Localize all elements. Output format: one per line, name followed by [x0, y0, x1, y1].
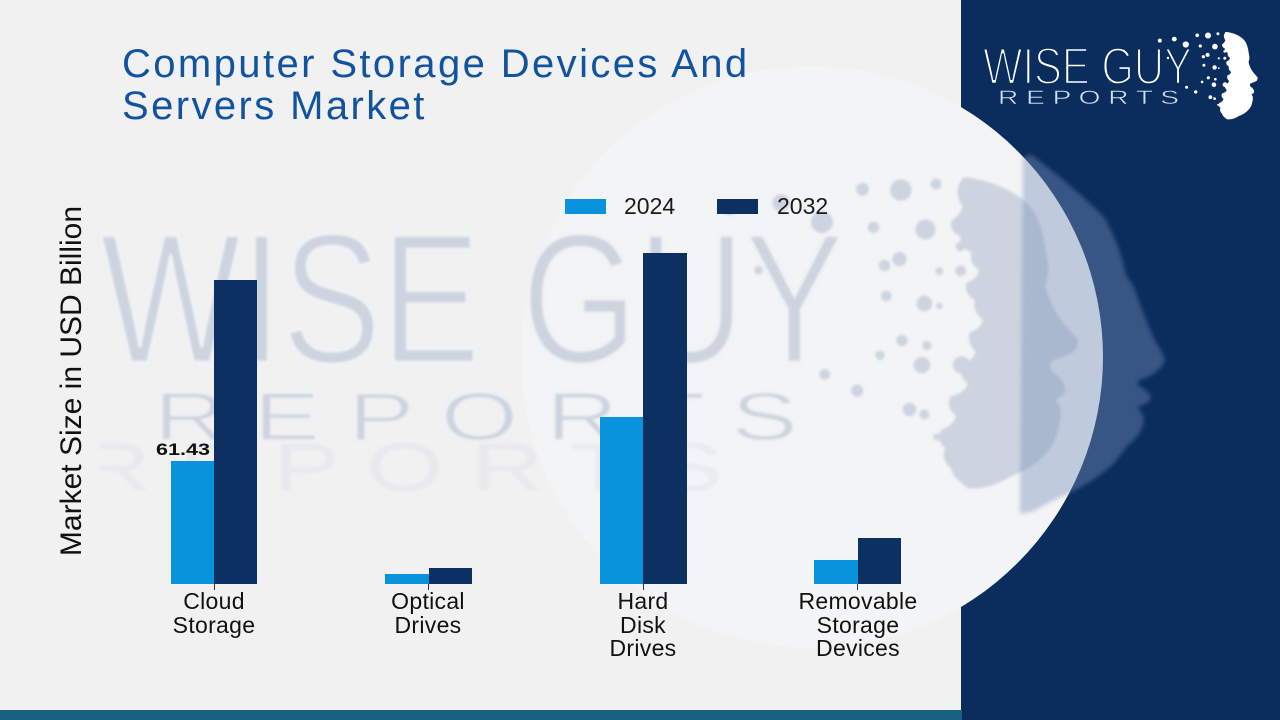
- svg-text:WISE GUY: WISE GUY: [983, 38, 1192, 96]
- svg-text:R E P O R T S: R E P O R T S: [154, 380, 798, 455]
- svg-text:R E P O R T S: R E P O R T S: [998, 88, 1179, 109]
- svg-text:WISE GUY: WISE GUY: [100, 197, 844, 403]
